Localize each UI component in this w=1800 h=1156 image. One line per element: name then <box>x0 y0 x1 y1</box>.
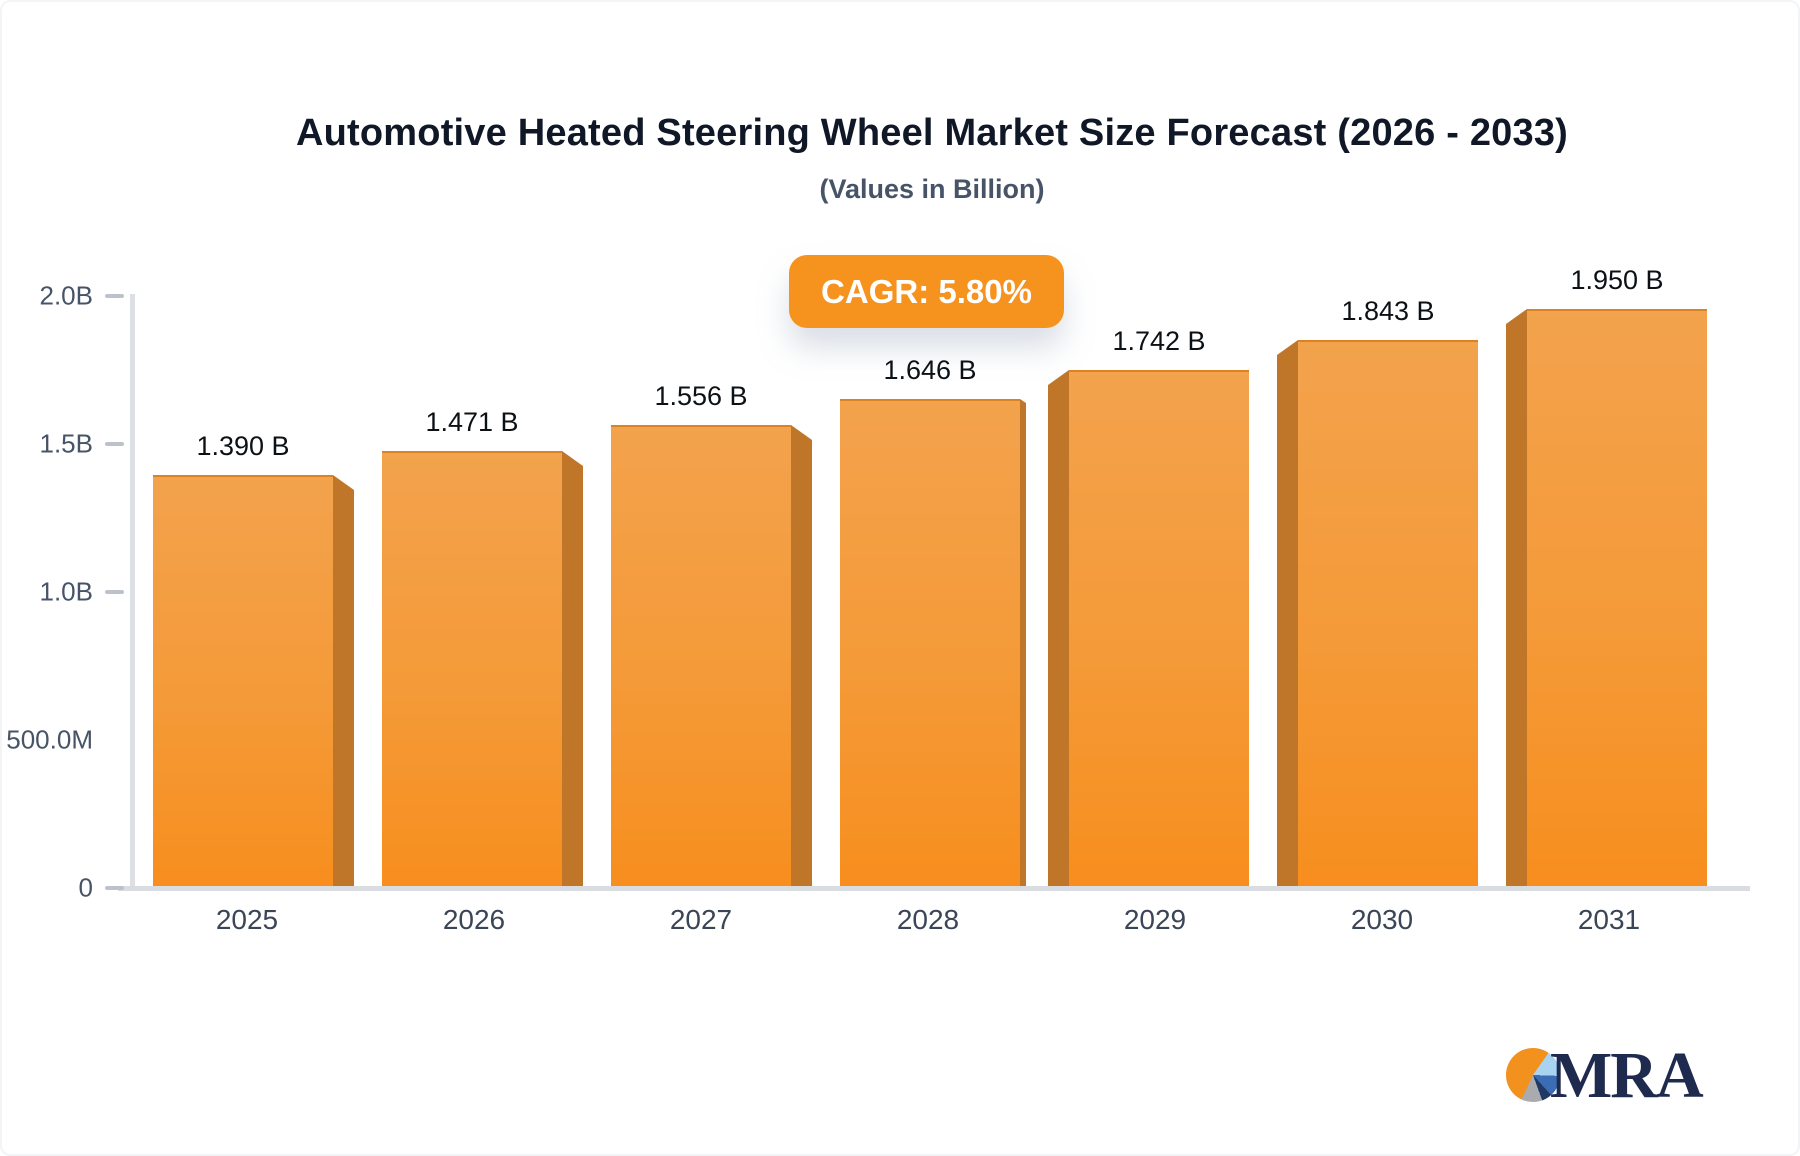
y-axis-line <box>130 294 135 890</box>
bar-value-label: 1.390 B <box>196 431 290 461</box>
x-axis-label-2028: 2028 <box>896 904 960 935</box>
bar-2029 <box>1069 370 1249 886</box>
bar-value-label: 1.843 B <box>1341 296 1435 326</box>
bar-side-2031 <box>1506 309 1527 886</box>
x-axis-label-2030: 2030 <box>1350 904 1414 935</box>
x-axis-label-2025: 2025 <box>215 904 279 935</box>
y-axis-label: 2.0B <box>39 280 94 311</box>
mra-logo: MRA <box>1506 1038 1716 1118</box>
x-axis-line <box>118 886 1750 891</box>
bar-side-2030 <box>1277 340 1298 886</box>
bar-value-label: 1.742 B <box>1112 326 1206 356</box>
bar-2025 <box>153 475 333 886</box>
bar-value-label: 1.646 B <box>883 355 977 385</box>
bar-side-2026 <box>562 451 583 886</box>
y-axis-tick <box>105 886 124 890</box>
bar-2027 <box>611 425 791 886</box>
bar-side-2029 <box>1048 370 1069 886</box>
y-axis-tick <box>105 442 124 446</box>
bar-2031 <box>1527 309 1707 886</box>
bar-side-2028 <box>1020 399 1026 886</box>
x-axis-label-2031: 2031 <box>1577 904 1641 935</box>
x-axis-label-2029: 2029 <box>1123 904 1187 935</box>
mra-logo-text: MRA <box>1550 1039 1704 1112</box>
pie-chart-logo-icon <box>1506 1048 1560 1102</box>
y-axis-label: 0 <box>78 872 93 903</box>
plot-area: 1.390 B 1.471 B 1.556 B 1.646 B 1.742 B 1.843… <box>132 265 1752 886</box>
y-axis-tick <box>105 590 124 594</box>
y-axis-label: 500.0M <box>6 724 93 755</box>
bar-2028 <box>840 399 1020 886</box>
chart-subtitle: (Values in Billion) <box>819 174 1045 204</box>
x-axis-label-2027: 2027 <box>669 904 733 935</box>
y-axis-label: 1.0B <box>39 576 94 607</box>
y-axis-tick <box>105 294 124 298</box>
bar-side-2025 <box>333 475 354 886</box>
bar-value-label: 1.950 B <box>1570 265 1664 295</box>
x-axis-label-2026: 2026 <box>442 904 506 935</box>
bar-2026 <box>382 451 562 886</box>
cagr-badge: CAGR: 5.80% <box>789 255 1064 328</box>
bar-side-2027 <box>791 425 812 886</box>
bar-value-label: 1.471 B <box>425 407 519 437</box>
bar-value-label: 1.556 B <box>654 381 748 411</box>
bar-2030 <box>1298 340 1478 886</box>
chart-title: Automotive Heated Steering Wheel Market … <box>295 112 1569 154</box>
cagr-badge-label: CAGR: 5.80% <box>821 272 1032 310</box>
y-axis-label: 1.5B <box>39 428 94 459</box>
